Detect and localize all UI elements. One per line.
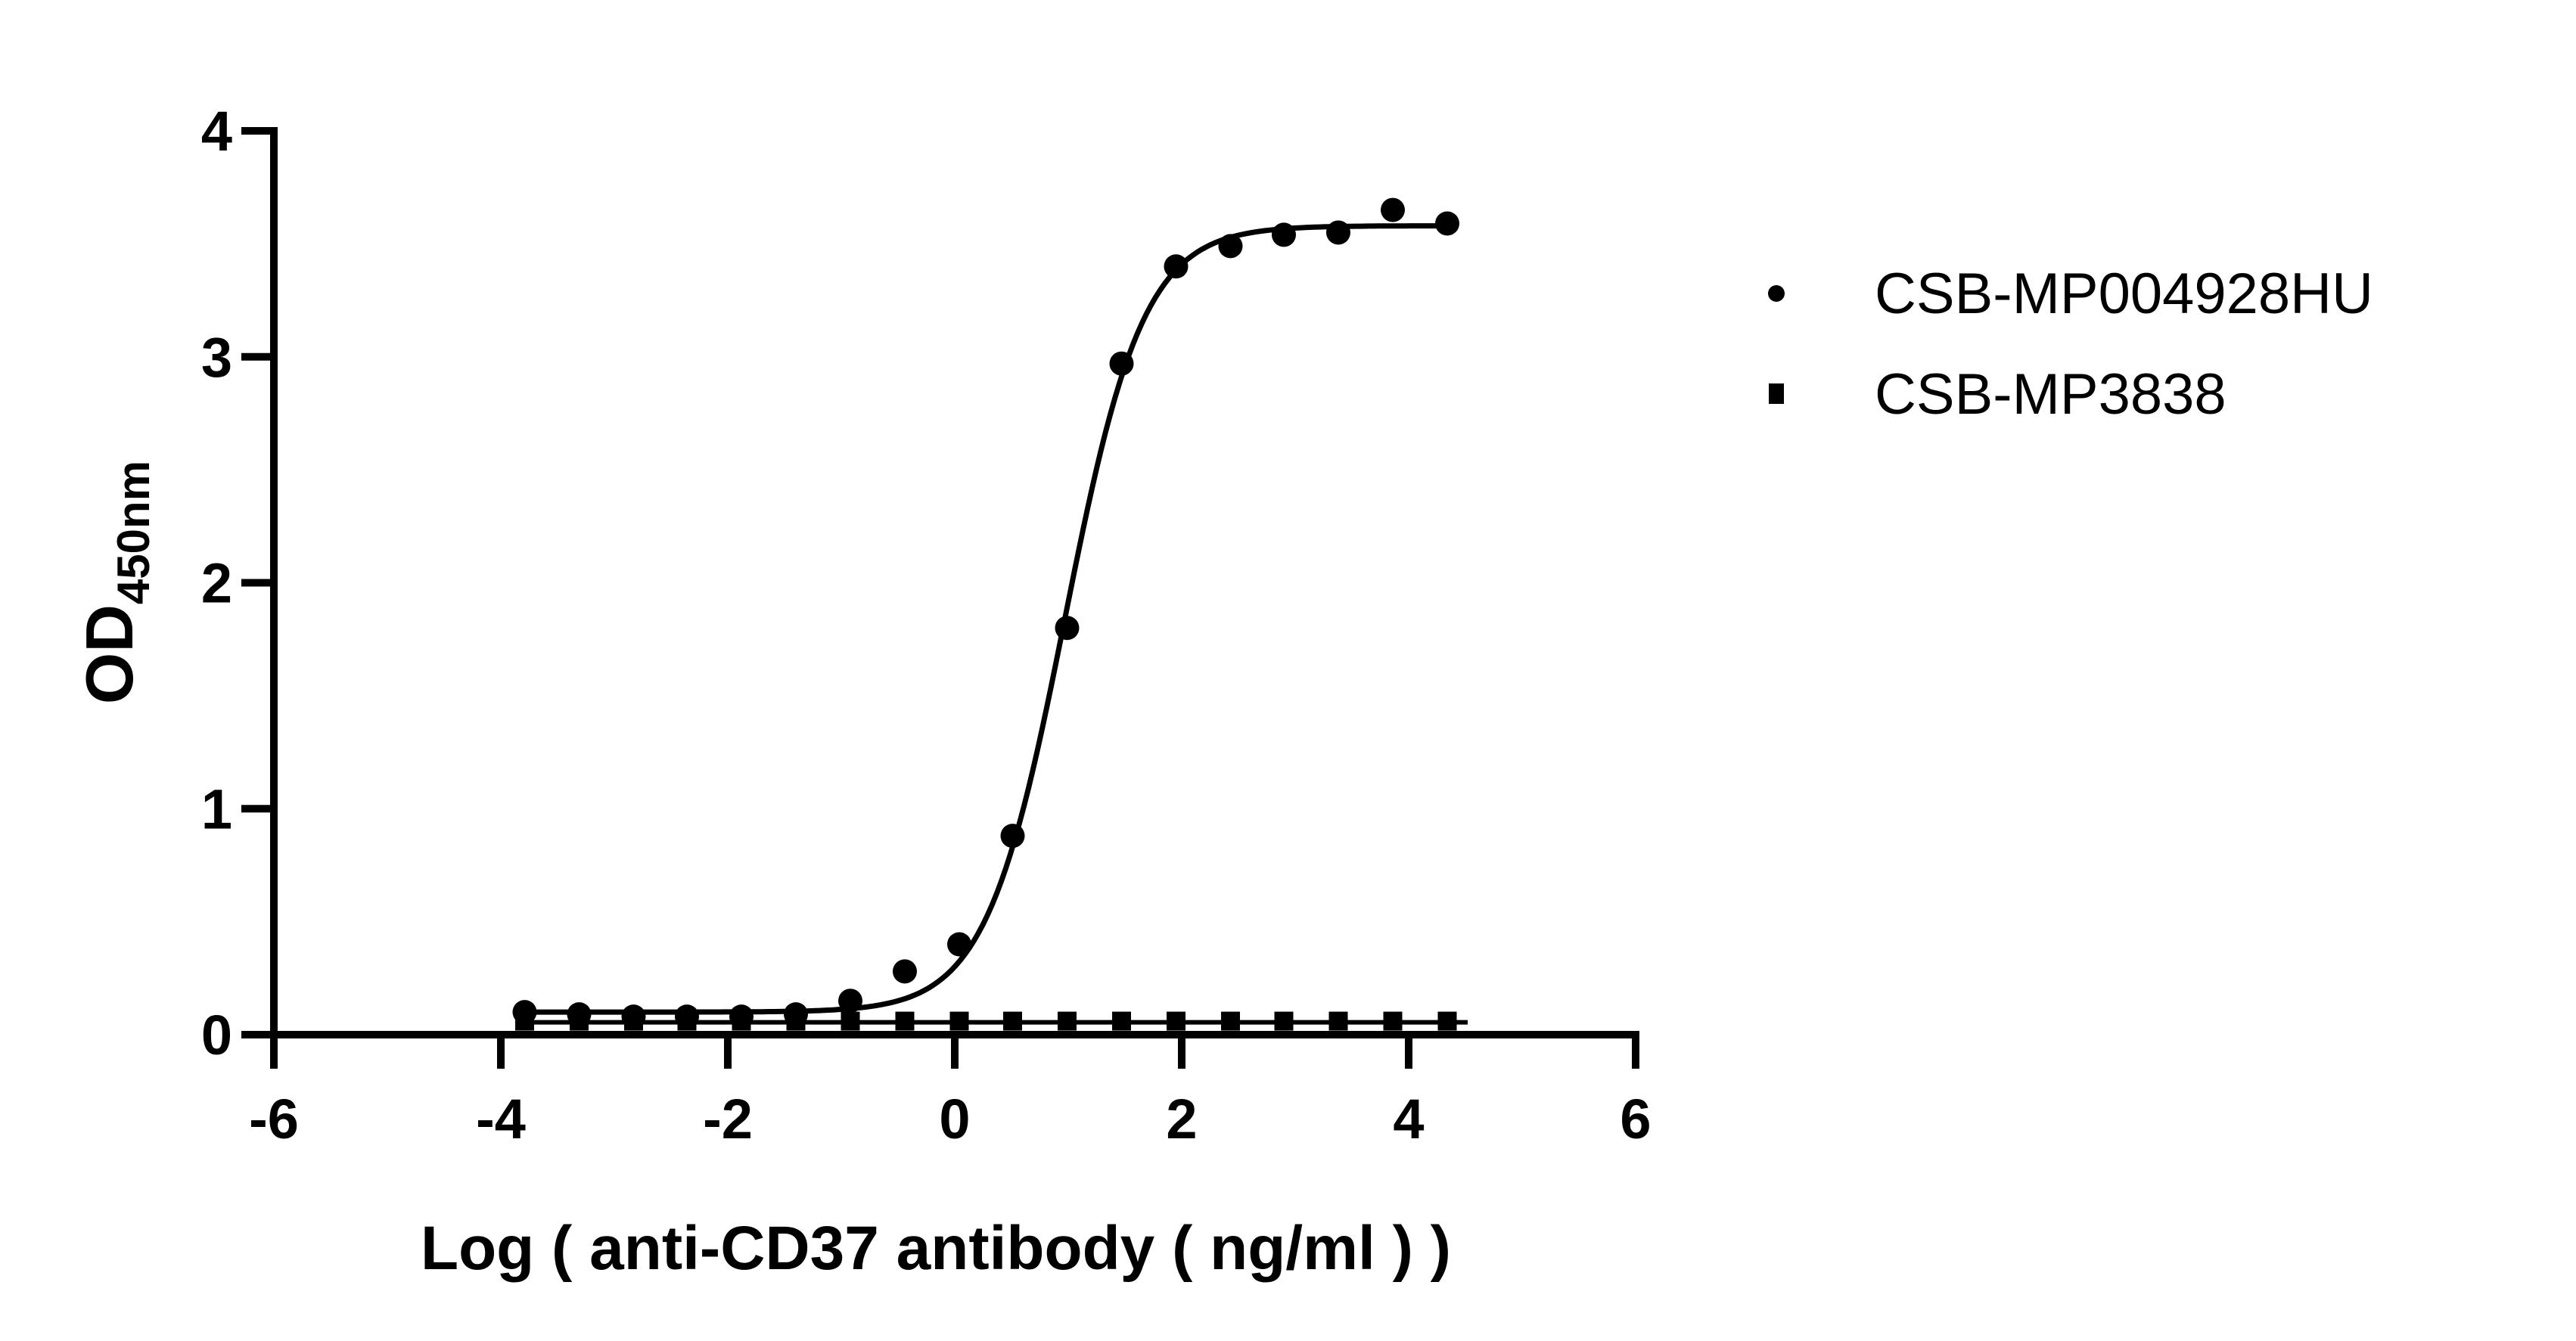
legend: CSB-MP004928HU CSB-MP3838 (1768, 262, 2373, 427)
x-tick (951, 1035, 959, 1069)
square-data-point (1058, 1011, 1077, 1031)
square-data-point (1003, 1011, 1022, 1031)
x-tick (1405, 1035, 1412, 1069)
circle-data-point (1055, 616, 1080, 641)
y-tick (241, 805, 274, 813)
circle-data-point (1381, 197, 1405, 222)
y-tick (241, 352, 274, 361)
x-tick-label: 4 (1393, 1088, 1424, 1150)
legend-label-series2: CSB-MP3838 (1875, 362, 2226, 427)
tick-labels-group: 0 1 2 3 4 -6 -4 -2 0 2 4 6 (201, 100, 1652, 1150)
circle-data-point (1218, 234, 1243, 259)
circle-data-point (784, 1002, 808, 1027)
y-tick (241, 579, 274, 587)
legend-item: CSB-MP004928HU (1768, 262, 2373, 326)
square-data-point (1328, 1011, 1348, 1031)
y-tick-label: 3 (201, 326, 232, 389)
y-tick-label: 4 (201, 100, 232, 163)
x-axis-title: Log ( anti-CD37 antibody ( ng/ml ) ) (421, 1214, 1451, 1283)
circle-data-point (893, 959, 917, 984)
circle-data-point (567, 1002, 592, 1027)
x-tick-label: -4 (476, 1088, 526, 1150)
circle-data-point (729, 1004, 754, 1029)
circle-data-point (1109, 351, 1134, 376)
x-tick (1632, 1035, 1639, 1069)
square-data-point (1221, 1011, 1240, 1031)
square-data-point (895, 1011, 915, 1031)
x-tick-label: -6 (249, 1088, 299, 1150)
circle-data-point (1435, 211, 1459, 236)
x-tick (270, 1035, 278, 1069)
x-tick (724, 1035, 732, 1069)
y-tick (241, 127, 274, 135)
circle-marker-icon (1768, 285, 1785, 302)
circle-data-point (838, 989, 862, 1014)
circle-data-point (1326, 220, 1350, 245)
square-data-point (1274, 1011, 1294, 1031)
axes-group (241, 127, 1639, 1069)
square-data-point (1167, 1011, 1185, 1031)
x-tick-label: 6 (1620, 1088, 1651, 1150)
y-tick-label: 0 (201, 1004, 232, 1066)
circle-data-point (1272, 222, 1296, 247)
y-axis-line (270, 127, 278, 1064)
data-points-group (512, 197, 1459, 1031)
x-tick (1178, 1035, 1185, 1069)
sigmoid-fit-curve (522, 223, 1449, 1015)
y-tick (241, 1031, 274, 1038)
y-axis-title: OD450nm (72, 461, 159, 704)
circle-data-point (947, 932, 971, 957)
y-tick-label: 2 (201, 552, 232, 615)
circle-data-point (621, 1004, 646, 1029)
fit-curves-group (519, 223, 1468, 1025)
circle-data-point (512, 1000, 537, 1025)
square-data-point (1112, 1011, 1131, 1031)
square-data-point (1437, 1011, 1457, 1031)
square-data-point (841, 1011, 860, 1031)
y-tick-label: 1 (201, 778, 232, 840)
legend-item: CSB-MP3838 (1769, 362, 2226, 427)
legend-label-series1: CSB-MP004928HU (1875, 262, 2373, 326)
square-marker-icon (1769, 383, 1784, 404)
x-tick-label: 2 (1166, 1088, 1197, 1150)
circle-data-point (675, 1004, 699, 1029)
square-data-point (1383, 1011, 1403, 1031)
x-tick-label: -2 (703, 1088, 753, 1150)
circle-data-point (1000, 824, 1025, 849)
circle-data-point (1164, 254, 1189, 279)
square-data-point (949, 1011, 969, 1031)
x-tick-label: 0 (939, 1088, 970, 1150)
x-tick (497, 1035, 505, 1069)
